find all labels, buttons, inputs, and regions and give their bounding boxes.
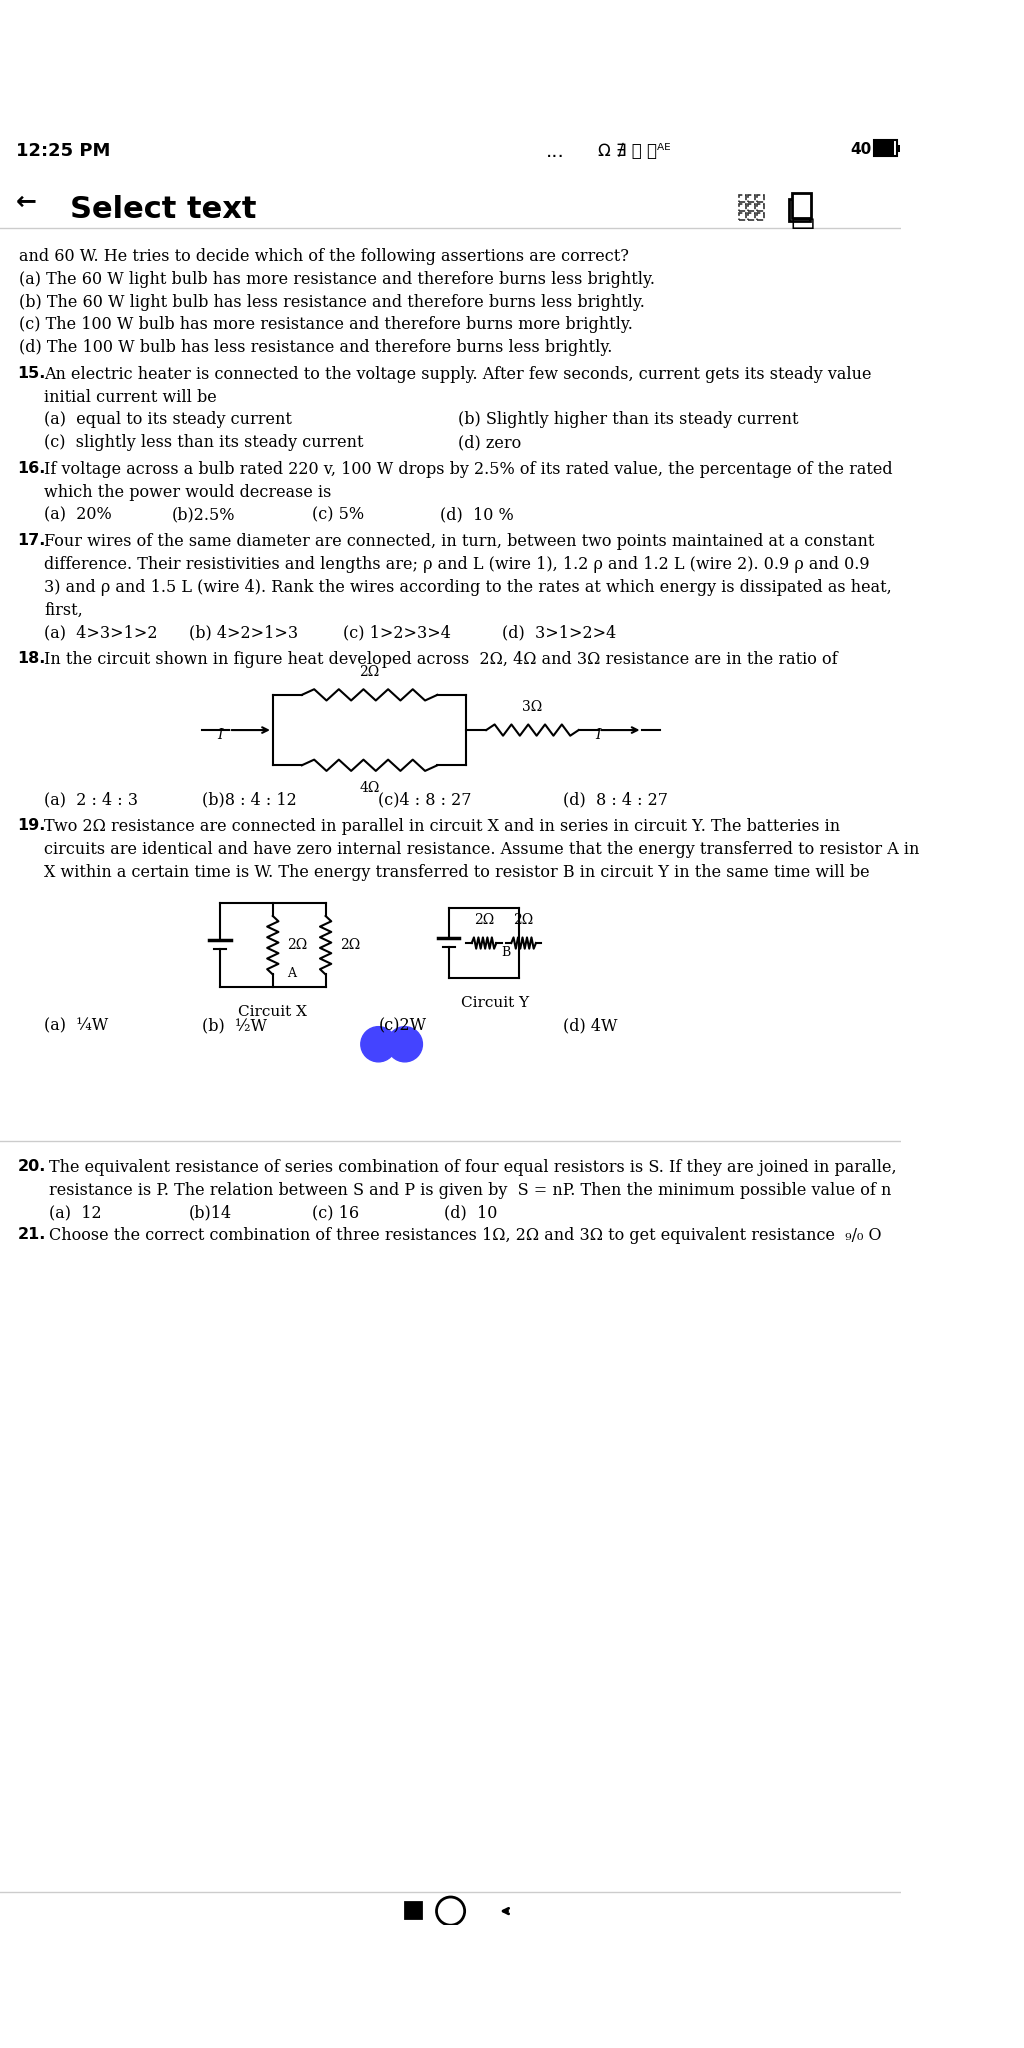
Text: An electric heater is connected to the voltage supply. After few seconds, curren: An electric heater is connected to the v… xyxy=(44,367,871,383)
Text: (c)  slightly less than its steady current: (c) slightly less than its steady curren… xyxy=(44,434,364,451)
Text: (d)  8 : 4 : 27: (d) 8 : 4 : 27 xyxy=(563,793,669,809)
Text: (b)  ½W: (b) ½W xyxy=(203,1018,267,1034)
Text: ...: ... xyxy=(546,141,564,162)
Text: (b) 4>2>1>3: (b) 4>2>1>3 xyxy=(189,625,298,641)
Text: 2Ω: 2Ω xyxy=(340,938,360,952)
Text: Four wires of the same diameter are connected, in turn, between two points maint: Four wires of the same diameter are conn… xyxy=(44,532,874,551)
Text: (a)  12: (a) 12 xyxy=(49,1204,102,1221)
Text: 2Ω: 2Ω xyxy=(513,913,534,928)
Bar xyxy=(739,205,746,211)
Circle shape xyxy=(360,1026,396,1061)
Text: B: B xyxy=(502,946,511,958)
Text: (c) 5%: (c) 5% xyxy=(312,506,365,524)
Bar xyxy=(404,1903,421,1919)
Text: 17.: 17. xyxy=(17,532,46,549)
Text: (c) 1>2>3>4: (c) 1>2>3>4 xyxy=(343,625,452,641)
Text: In the circuit shown in figure heat developed across  2Ω, 4Ω and 3Ω resistance a: In the circuit shown in figure heat deve… xyxy=(44,651,838,668)
Text: (a)  ¼W: (a) ¼W xyxy=(44,1018,109,1034)
Bar xyxy=(757,205,764,211)
Text: (d) zero: (d) zero xyxy=(458,434,521,451)
Text: 2Ω: 2Ω xyxy=(287,938,307,952)
Text: (b) Slightly higher than its steady current: (b) Slightly higher than its steady curr… xyxy=(458,412,798,428)
Bar xyxy=(749,205,755,211)
Text: 20.: 20. xyxy=(17,1159,46,1174)
Text: Circuit Y: Circuit Y xyxy=(461,995,528,1010)
Text: (a)  4>3>1>2: (a) 4>3>1>2 xyxy=(44,625,158,641)
Text: (b)8 : 4 : 12: (b)8 : 4 : 12 xyxy=(203,793,297,809)
Text: (c) 16: (c) 16 xyxy=(312,1204,359,1221)
Text: (b)14: (b)14 xyxy=(189,1204,232,1221)
Text: 15.: 15. xyxy=(17,367,46,381)
Text: Choose the correct combination of three resistances 1Ω, 2Ω and 3Ω to get equival: Choose the correct combination of three … xyxy=(49,1227,882,1245)
Bar xyxy=(757,195,764,203)
Text: 19.: 19. xyxy=(17,817,46,834)
Text: (c) The 100 W bulb has more resistance and therefore burns more brightly.: (c) The 100 W bulb has more resistance a… xyxy=(19,317,633,334)
Text: (d) The 100 W bulb has less resistance and therefore burns less brightly.: (d) The 100 W bulb has less resistance a… xyxy=(19,340,612,356)
Text: (d)  3>1>2>4: (d) 3>1>2>4 xyxy=(502,625,615,641)
Text: (c)2W: (c)2W xyxy=(379,1018,427,1034)
Text: (b) The 60 W light bulb has less resistance and therefore burns less brightly.: (b) The 60 W light bulb has less resista… xyxy=(19,293,645,311)
Text: (b)2.5%: (b)2.5% xyxy=(172,506,236,524)
Text: If voltage across a bulb rated 220 v, 100 W drops by 2.5% of its rated value, th: If voltage across a bulb rated 220 v, 10… xyxy=(44,461,893,477)
Text: 3Ω: 3Ω xyxy=(522,700,543,715)
Text: 3) and ρ and 1.5 L (wire 4). Rank the wires according to the rates at which ener: 3) and ρ and 1.5 L (wire 4). Rank the wi… xyxy=(44,580,892,596)
Text: (a)  equal to its steady current: (a) equal to its steady current xyxy=(44,412,292,428)
Text: (d)  10: (d) 10 xyxy=(444,1204,498,1221)
Text: The equivalent resistance of series combination of four equal resistors is S. If: The equivalent resistance of series comb… xyxy=(49,1159,897,1176)
Text: first,: first, xyxy=(44,602,83,618)
Text: (d) 4W: (d) 4W xyxy=(563,1018,617,1034)
Text: 18.: 18. xyxy=(17,651,46,666)
Text: Two 2Ω resistance are connected in parallel in circuit X and in series in circui: Two 2Ω resistance are connected in paral… xyxy=(44,817,840,836)
Text: difference. Their resistivities and lengths are; ρ and L (wire 1), 1.2 ρ and 1.2: difference. Their resistivities and leng… xyxy=(44,555,869,573)
Circle shape xyxy=(387,1026,423,1061)
Text: A: A xyxy=(287,967,296,981)
Bar xyxy=(873,141,897,156)
Text: resistance is P. The relation between S and P is given by  S = nP. Then the mini: resistance is P. The relation between S … xyxy=(49,1182,892,1198)
Text: Circuit X: Circuit X xyxy=(239,1006,307,1018)
Bar xyxy=(757,213,764,219)
Text: 40: 40 xyxy=(850,141,871,158)
Bar xyxy=(788,199,810,221)
Text: and 60 W. He tries to decide which of the following assertions are correct?: and 60 W. He tries to decide which of th… xyxy=(19,248,629,264)
Bar xyxy=(739,213,746,219)
Bar xyxy=(897,145,900,152)
Text: 4Ω: 4Ω xyxy=(359,780,380,795)
Text: I: I xyxy=(596,727,601,741)
Text: ←: ← xyxy=(15,190,37,213)
Text: (a)  20%: (a) 20% xyxy=(44,506,112,524)
Text: ▭: ▭ xyxy=(790,209,816,238)
Text: 21.: 21. xyxy=(17,1227,46,1243)
Bar xyxy=(749,195,755,203)
Text: (c)4 : 8 : 27: (c)4 : 8 : 27 xyxy=(379,793,472,809)
Bar xyxy=(749,213,755,219)
Bar xyxy=(874,141,894,156)
Text: which the power would decrease is: which the power would decrease is xyxy=(44,483,332,500)
Text: initial current will be: initial current will be xyxy=(44,389,217,406)
Text: circuits are identical and have zero internal resistance. Assume that the energy: circuits are identical and have zero int… xyxy=(44,842,920,858)
Text: (a)  2 : 4 : 3: (a) 2 : 4 : 3 xyxy=(44,793,138,809)
Text: 2Ω: 2Ω xyxy=(359,666,380,680)
Text: X within a certain time is W. The energy transferred to resistor B in circuit Y : X within a certain time is W. The energy… xyxy=(44,864,869,881)
Text: (a) The 60 W light bulb has more resistance and therefore burns less brightly.: (a) The 60 W light bulb has more resista… xyxy=(19,270,655,287)
Text: (d)  10 %: (d) 10 % xyxy=(440,506,514,524)
Text: 16.: 16. xyxy=(17,461,46,475)
Text: 2Ω: 2Ω xyxy=(474,913,495,928)
Bar xyxy=(792,193,811,217)
Text: Ω ∄ Ⓒ Ⓐᴬᴱ: Ω ∄ Ⓒ Ⓐᴬᴱ xyxy=(598,141,671,160)
Text: 12:25 PM: 12:25 PM xyxy=(15,141,111,160)
Text: Select text: Select text xyxy=(71,195,257,223)
Bar xyxy=(739,195,746,203)
Text: I: I xyxy=(217,727,223,741)
